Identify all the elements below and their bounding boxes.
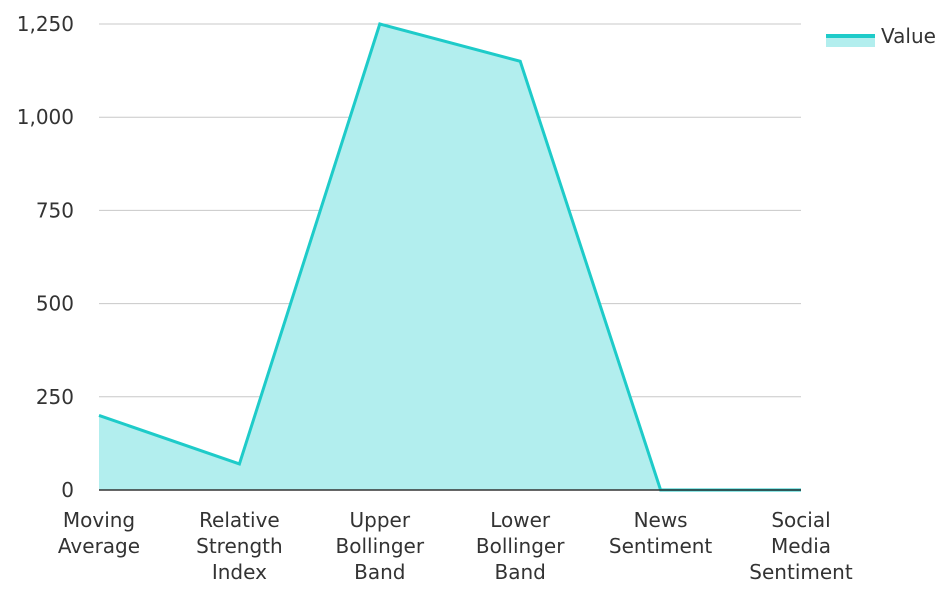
- y-axis-tick-labels: 0 250 500 750 1,000 1,250: [17, 12, 74, 502]
- x-tick-label: News Sentiment: [609, 508, 713, 558]
- x-tick-label: Lower Bollinger Band: [476, 508, 565, 584]
- x-tick-label: Relative Strength Index: [196, 508, 283, 584]
- y-tick-label: 1,000: [17, 105, 74, 129]
- legend-label-value: Value: [881, 24, 936, 48]
- legend-swatch-value: [826, 36, 875, 47]
- x-tick-label: Social Media Sentiment: [749, 508, 853, 584]
- legend: Value: [826, 24, 936, 48]
- y-tick-label: 250: [36, 385, 74, 409]
- x-tick-label: Upper Bollinger Band: [336, 508, 425, 584]
- x-tick-label: Moving Average: [58, 508, 140, 558]
- area-series-value: [98, 22, 801, 492]
- area-fill-value: [99, 24, 801, 490]
- x-axis-tick-labels: Moving Average Relative Strength Index Upper B…: [58, 508, 853, 584]
- y-tick-label: 500: [36, 292, 74, 316]
- y-tick-label: 1,250: [17, 12, 74, 36]
- legend-swatch-line-value: [826, 34, 875, 38]
- y-tick-label: 750: [36, 198, 74, 222]
- y-tick-label: 0: [61, 478, 74, 502]
